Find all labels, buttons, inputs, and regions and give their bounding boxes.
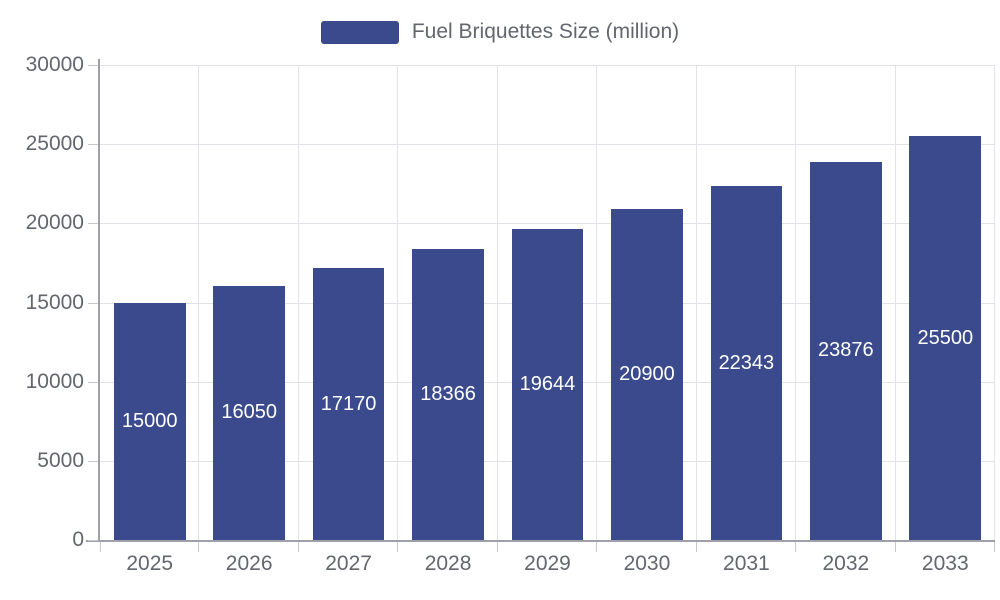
x-tick-label: 2031 bbox=[723, 552, 770, 575]
y-tick-label: 30000 bbox=[25, 53, 84, 76]
x-tick-mark bbox=[695, 542, 697, 552]
y-tick-label: 0 bbox=[72, 528, 84, 551]
bar-value-label: 20900 bbox=[619, 363, 675, 386]
x-tick-label: 2029 bbox=[524, 552, 571, 575]
bar[interactable]: 20900 bbox=[611, 209, 683, 540]
bar-value-label: 16050 bbox=[221, 401, 277, 424]
x-tick-label: 2025 bbox=[126, 552, 174, 575]
x-tick-mark bbox=[297, 542, 299, 552]
v-gridline bbox=[496, 65, 498, 540]
bar-value-label: 17170 bbox=[320, 392, 377, 415]
x-axis-line bbox=[86, 540, 995, 542]
bar-value-label: 15000 bbox=[121, 409, 178, 432]
y-axis-labels: 0 5000 10000 15000 20000 25000 30000 bbox=[0, 53, 84, 551]
x-tick-mark bbox=[397, 542, 399, 552]
v-gridline bbox=[695, 65, 697, 540]
x-tick-label: 2032 bbox=[822, 552, 870, 575]
x-tick-mark bbox=[596, 542, 598, 552]
legend-swatch bbox=[320, 20, 399, 44]
legend-item[interactable]: Fuel Briquettes Size (million) bbox=[0, 19, 1000, 45]
x-tick-label: 2028 bbox=[424, 552, 472, 575]
y-tick-mark bbox=[88, 223, 98, 225]
v-gridline bbox=[795, 65, 797, 540]
y-tick-mark bbox=[88, 460, 98, 462]
v-gridline bbox=[198, 65, 200, 540]
bar-value-label: 23876 bbox=[818, 339, 874, 362]
y-tick-label: 20000 bbox=[25, 211, 84, 235]
v-gridline bbox=[397, 65, 399, 540]
v-gridline bbox=[894, 65, 896, 540]
v-gridline bbox=[994, 65, 995, 540]
x-tick-mark bbox=[198, 542, 200, 552]
x-tick-label: 2033 bbox=[921, 552, 969, 575]
bar-value-label: 19644 bbox=[519, 372, 576, 395]
bar-value-label: 22343 bbox=[718, 351, 775, 374]
legend-label: Fuel Briquettes Size (million) bbox=[411, 20, 680, 43]
v-gridline bbox=[596, 65, 598, 540]
x-axis-labels: 2025 2026 2027 2028 2029 2030 2031 2032 2033 bbox=[100, 552, 995, 580]
y-tick-mark bbox=[88, 381, 98, 383]
bar[interactable]: 18366 bbox=[412, 249, 484, 540]
x-tick-mark bbox=[496, 542, 498, 552]
x-tick-mark bbox=[100, 542, 101, 552]
bar-value-label: 25500 bbox=[917, 326, 974, 349]
bar[interactable]: 17170 bbox=[312, 268, 385, 540]
plot-area: 15000 16050 17170 18366 19644 20900 22343 23876… bbox=[86, 59, 995, 552]
v-gridline bbox=[297, 65, 299, 540]
x-tick-label: 2027 bbox=[325, 552, 372, 575]
x-tick-label: 2030 bbox=[623, 552, 671, 575]
y-tick-label: 25000 bbox=[25, 132, 84, 156]
bar[interactable]: 15000 bbox=[113, 302, 186, 540]
bar[interactable]: 25500 bbox=[909, 136, 982, 540]
bar[interactable]: 19644 bbox=[511, 228, 584, 540]
y-tick-label: 15000 bbox=[25, 290, 84, 314]
y-tick-label: 5000 bbox=[37, 448, 84, 472]
x-tick-mark bbox=[994, 542, 995, 552]
bar-value-label: 18366 bbox=[420, 383, 476, 406]
y-axis-line bbox=[98, 59, 100, 542]
y-tick-mark bbox=[88, 540, 98, 541]
bar[interactable]: 16050 bbox=[213, 285, 285, 540]
bar[interactable]: 22343 bbox=[710, 186, 783, 540]
h-gridline bbox=[100, 144, 995, 146]
y-tick-label: 10000 bbox=[25, 369, 84, 393]
x-tick-mark bbox=[894, 542, 896, 552]
h-gridline bbox=[100, 223, 995, 225]
y-tick-mark bbox=[88, 144, 98, 146]
bar[interactable]: 23876 bbox=[810, 161, 882, 540]
y-tick-mark bbox=[88, 302, 98, 304]
y-tick-mark bbox=[88, 65, 98, 66]
x-tick-mark bbox=[795, 542, 797, 552]
x-tick-label: 2026 bbox=[225, 552, 273, 575]
h-gridline bbox=[100, 65, 995, 66]
